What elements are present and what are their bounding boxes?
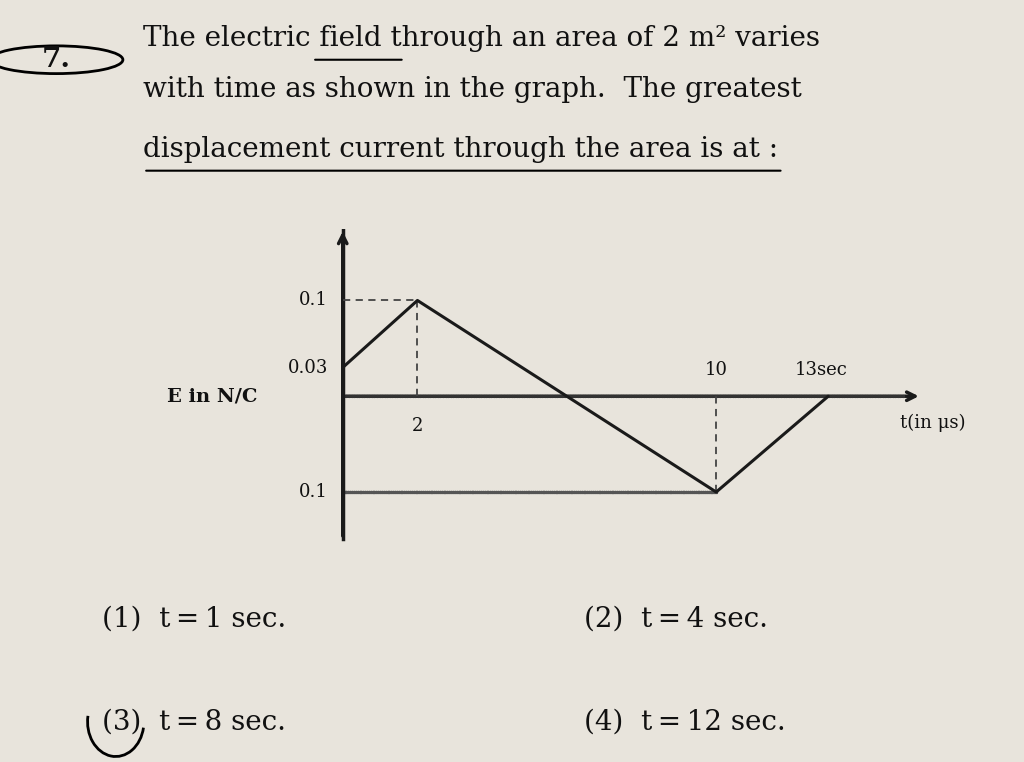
Text: (2)  t = 4 sec.: (2) t = 4 sec. [584, 606, 768, 633]
Text: 10: 10 [705, 361, 728, 379]
Text: 0.03: 0.03 [288, 358, 328, 376]
Text: 0.1: 0.1 [299, 291, 328, 309]
Text: (3)  t = 8 sec.: (3) t = 8 sec. [102, 708, 287, 735]
Text: 7.: 7. [42, 46, 71, 73]
Text: E in N/C: E in N/C [167, 387, 257, 405]
Text: 2: 2 [412, 418, 423, 435]
Text: t(in μs): t(in μs) [900, 414, 966, 432]
Text: (1)  t = 1 sec.: (1) t = 1 sec. [102, 606, 287, 633]
Text: with time as shown in the graph.  The greatest: with time as shown in the graph. The gre… [143, 76, 802, 103]
Text: 0.1: 0.1 [299, 483, 328, 501]
Text: The electric field through an area of 2 m² varies: The electric field through an area of 2 … [143, 25, 820, 52]
Text: 13sec: 13sec [795, 361, 847, 379]
Text: displacement current through the area is at :: displacement current through the area is… [143, 136, 778, 163]
Text: (4)  t = 12 sec.: (4) t = 12 sec. [584, 708, 785, 735]
